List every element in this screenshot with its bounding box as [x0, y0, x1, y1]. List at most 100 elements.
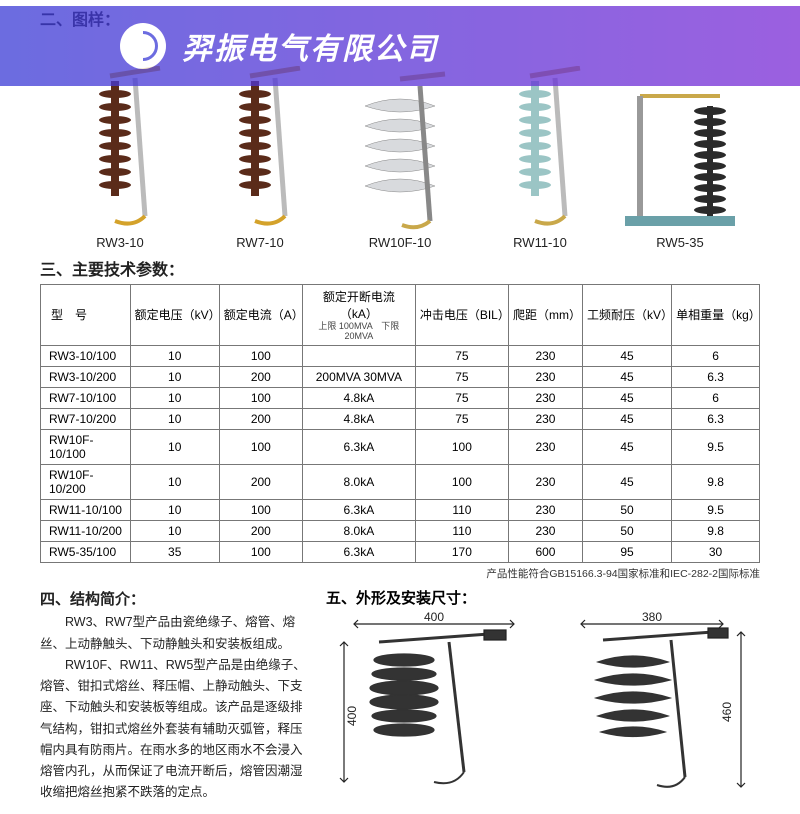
- structure-description-column: 四、结构简介： RW3、RW7型产品由瓷绝缘子、熔管、熔丝、上动静触头、下动静触…: [40, 587, 306, 804]
- table-cell: 75: [415, 345, 508, 366]
- table-cell: 230: [508, 520, 582, 541]
- table-cell: RW11-10/100: [41, 499, 131, 520]
- product-image: RW3-10: [57, 66, 183, 250]
- table-cell: 95: [583, 541, 672, 562]
- dim-h-left: 400: [345, 705, 359, 725]
- table-cell: 45: [583, 408, 672, 429]
- table-cell: 75: [415, 366, 508, 387]
- table-cell: 110: [415, 520, 508, 541]
- table-cell: 10: [130, 387, 219, 408]
- table-row: RW7-10/100101004.8kA75230456: [41, 387, 760, 408]
- table-header-cell: 额定电流（A）: [219, 285, 302, 346]
- section-structure-title: 四、结构简介：: [40, 591, 145, 608]
- table-header-cell: 单相重量（kg）: [672, 285, 760, 346]
- table-cell: 10: [130, 520, 219, 541]
- table-cell: 100: [415, 464, 508, 499]
- table-cell: 9.8: [672, 464, 760, 499]
- table-cell: 4.8kA: [302, 408, 415, 429]
- table-cell: RW10F-10/100: [41, 429, 131, 464]
- table-cell: RW3-10/100: [41, 345, 131, 366]
- dim-w-left: 400: [423, 612, 443, 624]
- table-cell: 45: [583, 387, 672, 408]
- table-header-cell: 型 号: [41, 285, 131, 346]
- table-cell: 30: [672, 541, 760, 562]
- table-row: RW3-10/1001010075230456: [41, 345, 760, 366]
- table-cell: RW7-10/100: [41, 387, 131, 408]
- table-cell: RW10F-10/200: [41, 464, 131, 499]
- watermark-header: 羿振电气有限公司: [0, 6, 800, 86]
- dim-h-right: 460: [720, 701, 734, 721]
- params-table: 型 号额定电压（kV）额定电流（A）额定开断电流（kA）上限 100MVA 下限…: [40, 284, 760, 563]
- table-cell: 9.8: [672, 520, 760, 541]
- table-header-cell: 爬距（mm）: [508, 285, 582, 346]
- bottom-row: 四、结构简介： RW3、RW7型产品由瓷绝缘子、熔管、熔丝、上动静触头、下动静触…: [40, 587, 760, 804]
- table-cell: 45: [583, 464, 672, 499]
- table-cell: 8.0kA: [302, 520, 415, 541]
- table-cell: 10: [130, 345, 219, 366]
- table-cell: 200: [219, 464, 302, 499]
- standards-footnote: 产品性能符合GB15166.3-94国家标准和IEC-282-2国际标准: [40, 566, 760, 581]
- table-cell: 10: [130, 366, 219, 387]
- product-label: RW3-10: [96, 235, 143, 250]
- dimension-drawing-right: 380: [563, 612, 753, 802]
- table-header-cell: 额定电压（kV）: [130, 285, 219, 346]
- table-cell: 6.3kA: [302, 429, 415, 464]
- table-head: 型 号额定电压（kV）额定电流（A）额定开断电流（kA）上限 100MVA 下限…: [41, 285, 760, 346]
- table-cell: 10: [130, 499, 219, 520]
- table-cell: 600: [508, 541, 582, 562]
- company-name: 羿振电气有限公司: [182, 24, 438, 68]
- product-label: RW5-35: [656, 235, 703, 250]
- product-label: RW10F-10: [369, 235, 432, 250]
- table-cell: 230: [508, 464, 582, 499]
- table-cell: 230: [508, 408, 582, 429]
- table-cell: 230: [508, 345, 582, 366]
- table-cell: 6.3kA: [302, 499, 415, 520]
- table-cell: 6: [672, 345, 760, 366]
- product-label: RW7-10: [236, 235, 283, 250]
- table-cell: 45: [583, 345, 672, 366]
- product-image: RW5-35: [617, 81, 743, 250]
- table-row: RW11-10/100101006.3kA110230509.5: [41, 499, 760, 520]
- product-image: RW7-10: [197, 66, 323, 250]
- table-cell: 230: [508, 499, 582, 520]
- table-cell: 6.3kA: [302, 541, 415, 562]
- table-cell: 6.3: [672, 366, 760, 387]
- table-cell: 100: [219, 387, 302, 408]
- table-cell: 50: [583, 499, 672, 520]
- table-cell: 100: [415, 429, 508, 464]
- table-cell: 10: [130, 408, 219, 429]
- table-row: RW3-10/20010200200MVA 30MVA75230456.3: [41, 366, 760, 387]
- structure-description-text: RW3、RW7型产品由瓷绝缘子、熔管、熔丝、上动静触头、下动静触头和安装板组成。…: [40, 612, 306, 803]
- table-cell: 230: [508, 387, 582, 408]
- table-cell: RW5-35/100: [41, 541, 131, 562]
- table-cell: 230: [508, 366, 582, 387]
- table-cell: 8.0kA: [302, 464, 415, 499]
- table-cell: 100: [219, 541, 302, 562]
- table-cell: 9.5: [672, 429, 760, 464]
- product-image: RW10F-10: [337, 71, 463, 250]
- table-cell: 200: [219, 408, 302, 429]
- table-body: RW3-10/1001010075230456RW3-10/2001020020…: [41, 345, 760, 562]
- table-cell: 10: [130, 429, 219, 464]
- dimensions-column: 五、外形及安装尺寸： 400: [326, 587, 760, 804]
- table-cell: 230: [508, 429, 582, 464]
- table-row: RW11-10/200102008.0kA110230509.8: [41, 520, 760, 541]
- table-cell: RW7-10/200: [41, 408, 131, 429]
- table-cell: 200: [219, 520, 302, 541]
- product-label: RW11-10: [513, 235, 567, 250]
- table-header-cell: 额定开断电流（kA）上限 100MVA 下限 20MVA: [302, 285, 415, 346]
- product-image: RW11-10: [477, 66, 603, 250]
- table-cell: 9.5: [672, 499, 760, 520]
- table-header-cell: 冲击电压（BIL）: [415, 285, 508, 346]
- product-images-row: RW3-10 RW7-10 RW10F-10 RW11-10: [40, 70, 760, 250]
- table-cell: 200: [219, 366, 302, 387]
- table-cell: 45: [583, 366, 672, 387]
- table-cell: 45: [583, 429, 672, 464]
- table-cell: 170: [415, 541, 508, 562]
- table-cell: RW3-10/200: [41, 366, 131, 387]
- section-params-title: 三、主要技术参数：: [40, 256, 760, 280]
- table-row: RW10F-10/100101006.3kA100230459.5: [41, 429, 760, 464]
- table-cell: 6: [672, 387, 760, 408]
- table-row: RW7-10/200102004.8kA75230456.3: [41, 408, 760, 429]
- dimension-drawing-left: 400: [334, 612, 534, 802]
